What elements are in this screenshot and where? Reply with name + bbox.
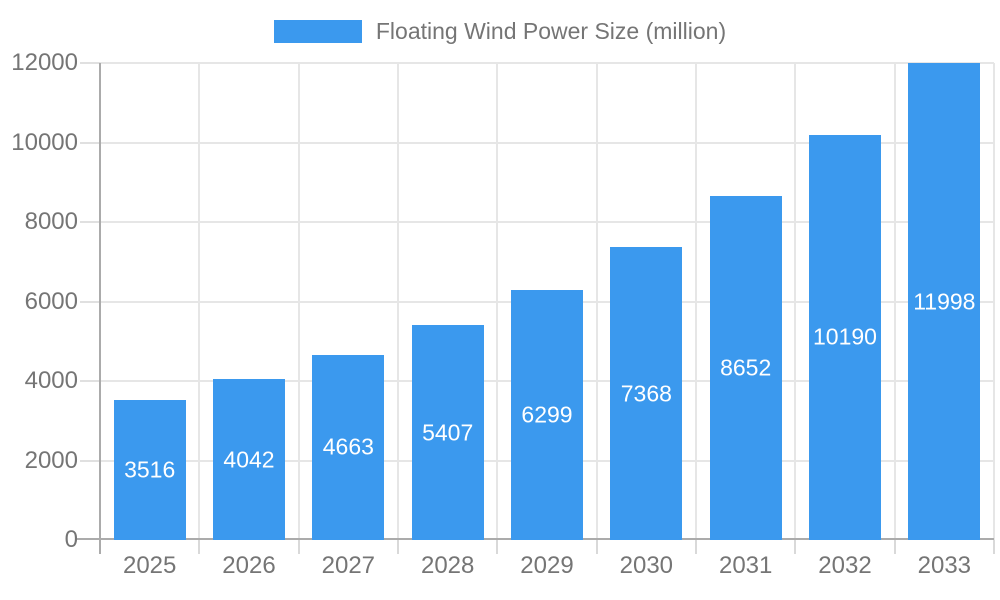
gridline-vertical bbox=[496, 63, 499, 540]
gridline-vertical bbox=[198, 63, 201, 540]
bar[interactable] bbox=[809, 134, 881, 540]
bar-value-label: 8652 bbox=[720, 354, 772, 381]
y-axis-tick-label: 10000 bbox=[11, 128, 78, 156]
bar[interactable] bbox=[908, 63, 981, 540]
x-axis-tick bbox=[397, 540, 399, 554]
gridline-vertical bbox=[794, 63, 797, 540]
y-axis-tick bbox=[80, 221, 100, 223]
bar[interactable] bbox=[213, 379, 285, 540]
y-axis-tick-label: 2000 bbox=[24, 446, 78, 474]
x-axis-tick-label: 2026 bbox=[222, 552, 276, 579]
y-axis-tick bbox=[80, 300, 100, 303]
gridline-vertical bbox=[397, 63, 399, 540]
bar-value-label: 5407 bbox=[422, 419, 474, 446]
bar-value-label: 11998 bbox=[913, 288, 976, 315]
y-axis-tick bbox=[80, 62, 100, 64]
gridline-horizontal bbox=[100, 141, 994, 144]
bar[interactable] bbox=[113, 400, 186, 540]
gridline-vertical bbox=[893, 63, 896, 540]
x-axis-tick-label: 2030 bbox=[619, 552, 674, 579]
bar-value-label: 4663 bbox=[322, 433, 374, 460]
x-axis-tick bbox=[893, 540, 896, 554]
bar[interactable] bbox=[610, 247, 683, 540]
gridline-horizontal bbox=[100, 62, 994, 64]
y-axis-tick-label: 12000 bbox=[11, 49, 78, 76]
x-axis-tick bbox=[794, 540, 797, 554]
gridline-vertical bbox=[993, 63, 995, 540]
x-axis-tick bbox=[595, 540, 598, 554]
gridline-horizontal bbox=[100, 221, 994, 223]
bar-value-label: 4042 bbox=[223, 446, 275, 473]
legend-label: Floating Wind Power Size (million) bbox=[375, 18, 727, 44]
bar[interactable] bbox=[411, 325, 484, 540]
legend: Floating Wind Power Size (million) bbox=[0, 18, 1000, 45]
y-axis-tick-label: 6000 bbox=[24, 287, 78, 315]
gridline-vertical bbox=[297, 63, 300, 540]
x-axis-tick bbox=[297, 540, 300, 554]
gridline-vertical bbox=[695, 63, 697, 540]
bar-value-label: 10190 bbox=[813, 323, 877, 350]
x-axis-tick bbox=[496, 540, 499, 554]
x-axis-tick-label: 2029 bbox=[520, 552, 574, 579]
y-axis-tick bbox=[80, 380, 100, 382]
bar[interactable] bbox=[312, 354, 385, 540]
x-axis-tick-label: 2031 bbox=[718, 552, 773, 579]
bar[interactable] bbox=[709, 196, 782, 540]
bar-value-label: 6299 bbox=[521, 401, 573, 428]
y-axis-tick bbox=[80, 141, 100, 144]
bar-value-label: 3516 bbox=[124, 456, 176, 483]
x-axis-tick-label: 2027 bbox=[321, 552, 376, 579]
y-axis-tick bbox=[80, 459, 100, 462]
x-axis-tick-label: 2033 bbox=[917, 552, 972, 579]
plot-area: 3516 4042 4663 5407 6299 7368 8652 10190 11998 bbox=[75, 62, 995, 554]
x-axis-tick bbox=[695, 540, 697, 554]
x-axis-tick bbox=[993, 540, 995, 554]
y-axis-line bbox=[99, 63, 101, 540]
gridline-vertical bbox=[595, 63, 598, 540]
y-axis-tick-label: 8000 bbox=[24, 208, 78, 235]
bar-value-label: 7368 bbox=[620, 380, 672, 407]
x-axis-tick-label: 2025 bbox=[122, 552, 177, 579]
x-axis-tick bbox=[198, 540, 201, 554]
legend-swatch bbox=[273, 20, 362, 43]
x-axis-tick-label: 2032 bbox=[818, 552, 872, 579]
y-axis-tick-label: 4000 bbox=[24, 367, 78, 394]
x-axis-tick-label: 2028 bbox=[420, 552, 475, 579]
y-axis-tick-label: 0 bbox=[64, 526, 78, 553]
bar[interactable] bbox=[511, 289, 583, 540]
x-axis-tick bbox=[99, 540, 101, 554]
